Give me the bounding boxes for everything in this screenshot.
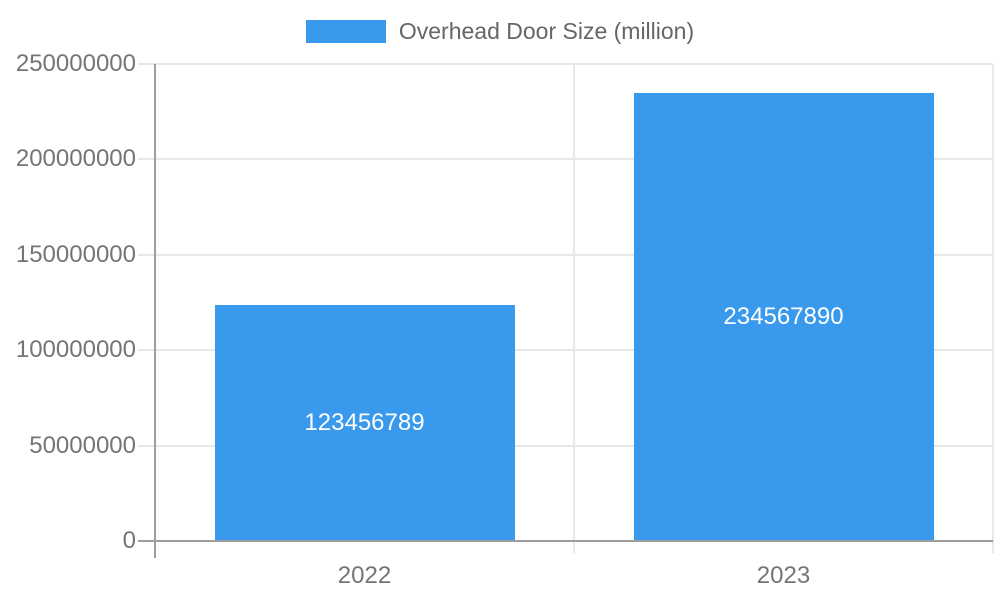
x-tick-label: 2023 <box>756 562 811 589</box>
gridline <box>138 158 993 161</box>
gridline <box>138 253 993 256</box>
legend-swatch <box>305 20 386 43</box>
category-separator <box>573 64 575 553</box>
gridline <box>138 444 993 447</box>
y-tick-label: 0 <box>122 527 136 554</box>
gridline <box>138 349 993 352</box>
y-tick-label: 50000000 <box>29 431 136 459</box>
y-tick-label: 200000000 <box>15 145 136 173</box>
bar-value-label: 234567890 <box>723 303 844 331</box>
bar-2022[interactable]: 123456789 <box>214 305 515 541</box>
bar-value-label: 123456789 <box>304 409 425 437</box>
x-tick-label: 2022 <box>337 562 392 589</box>
x-axis-line <box>138 540 993 542</box>
y-tick-label: 150000000 <box>15 240 136 268</box>
legend-label: Overhead Door Size (million) <box>398 18 695 44</box>
bar-2023[interactable]: 234567890 <box>633 93 934 541</box>
y-tick-label: 100000000 <box>15 336 136 364</box>
legend[interactable]: Overhead Door Size (million) <box>0 18 1000 44</box>
y-tick-label: 250000000 <box>15 50 136 77</box>
plot-right-border <box>992 64 994 553</box>
y-axis-line <box>154 64 156 558</box>
gridline <box>138 63 993 65</box>
